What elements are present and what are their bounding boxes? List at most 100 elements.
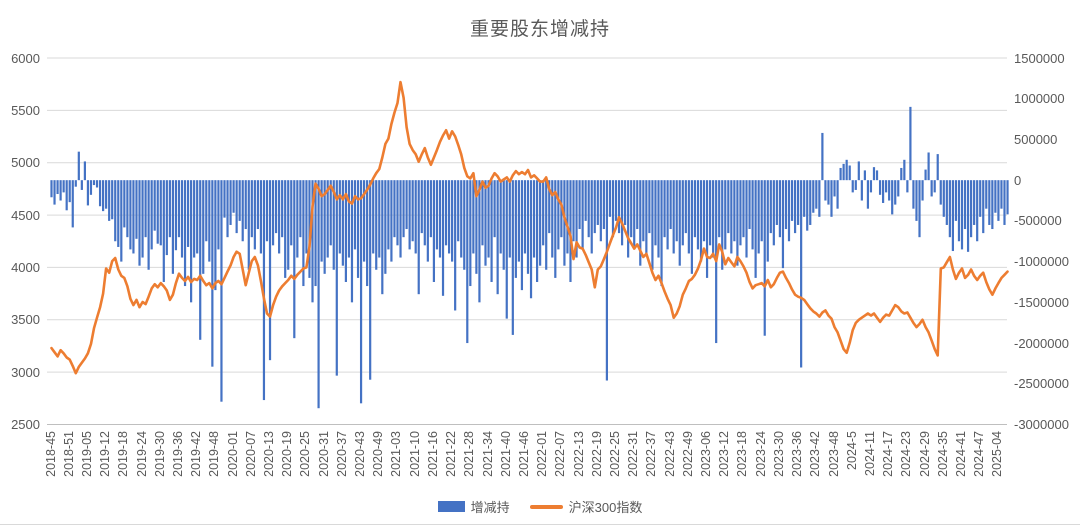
bar[interactable] <box>684 180 687 234</box>
bar[interactable] <box>117 180 120 247</box>
bar[interactable] <box>602 180 605 230</box>
bar[interactable] <box>669 180 672 230</box>
bar[interactable] <box>760 180 763 242</box>
bar[interactable] <box>460 180 463 258</box>
bar[interactable] <box>991 180 994 230</box>
bar[interactable] <box>724 180 727 250</box>
bar[interactable] <box>532 180 536 258</box>
bar[interactable] <box>80 180 83 190</box>
bar[interactable] <box>271 180 275 246</box>
bar[interactable] <box>290 180 293 246</box>
bar[interactable] <box>71 180 74 228</box>
bar[interactable] <box>505 180 508 319</box>
bar[interactable] <box>727 180 730 234</box>
bar[interactable] <box>912 180 915 209</box>
bar[interactable] <box>326 180 329 258</box>
bar[interactable] <box>702 180 706 242</box>
bar[interactable] <box>226 180 229 238</box>
bar[interactable] <box>985 180 988 209</box>
bar[interactable] <box>660 180 663 287</box>
bar[interactable] <box>150 180 153 250</box>
bar[interactable] <box>171 180 174 274</box>
bar[interactable] <box>447 180 451 254</box>
bar[interactable] <box>539 180 542 266</box>
bar[interactable] <box>241 180 244 242</box>
bar[interactable] <box>363 180 366 262</box>
bar[interactable] <box>426 180 429 262</box>
bar[interactable] <box>736 180 739 266</box>
bar[interactable] <box>50 180 53 198</box>
bar[interactable] <box>608 180 612 217</box>
bar[interactable] <box>885 180 888 193</box>
bar[interactable] <box>639 180 642 266</box>
bar[interactable] <box>772 180 775 246</box>
bar[interactable] <box>144 180 147 238</box>
bar[interactable] <box>378 180 381 258</box>
bar[interactable] <box>132 180 135 254</box>
bar[interactable] <box>960 180 964 250</box>
bar[interactable] <box>454 180 457 311</box>
bar[interactable] <box>232 180 235 213</box>
bar[interactable] <box>751 180 754 250</box>
bar[interactable] <box>599 180 602 242</box>
bar[interactable] <box>578 180 581 230</box>
bar[interactable] <box>781 180 785 269</box>
bar[interactable] <box>375 180 378 270</box>
bar[interactable] <box>65 180 68 211</box>
bar[interactable] <box>821 132 824 181</box>
bar[interactable] <box>147 180 150 270</box>
bar[interactable] <box>323 180 326 274</box>
bar[interactable] <box>636 180 639 230</box>
bar[interactable] <box>86 180 90 206</box>
bar[interactable] <box>341 180 344 266</box>
bar[interactable] <box>102 180 105 212</box>
bar[interactable] <box>314 180 317 287</box>
bar[interactable] <box>463 180 466 270</box>
bar[interactable] <box>918 180 921 238</box>
bar[interactable] <box>180 180 184 258</box>
bar[interactable] <box>511 180 514 335</box>
bar[interactable] <box>666 180 669 250</box>
bar[interactable] <box>766 180 769 262</box>
bar[interactable] <box>976 180 979 242</box>
bar[interactable] <box>168 180 171 238</box>
bar[interactable] <box>311 180 314 303</box>
bar[interactable] <box>851 180 854 193</box>
bar[interactable] <box>259 180 263 254</box>
bar[interactable] <box>202 180 205 274</box>
bar[interactable] <box>335 180 338 376</box>
bar[interactable] <box>718 180 721 238</box>
bar[interactable] <box>305 180 308 254</box>
bar[interactable] <box>970 180 973 238</box>
bar[interactable] <box>478 180 481 303</box>
bar[interactable] <box>420 180 423 234</box>
bar[interactable] <box>627 180 630 258</box>
bar[interactable] <box>244 180 247 230</box>
bar[interactable] <box>472 180 475 254</box>
bar[interactable] <box>809 180 812 225</box>
bar[interactable] <box>120 180 123 262</box>
bar[interactable] <box>812 180 815 213</box>
bar[interactable] <box>98 180 102 207</box>
bar[interactable] <box>803 180 806 217</box>
bar[interactable] <box>183 180 187 287</box>
bar[interactable] <box>654 180 657 246</box>
bar[interactable] <box>353 180 357 250</box>
bar[interactable] <box>587 180 590 238</box>
bar[interactable] <box>475 180 478 274</box>
bar[interactable] <box>642 180 645 242</box>
bar[interactable] <box>1003 180 1006 225</box>
bar[interactable] <box>763 180 766 336</box>
bar[interactable] <box>274 180 278 234</box>
bar[interactable] <box>930 180 933 197</box>
bar[interactable] <box>490 180 493 282</box>
bar[interactable] <box>366 180 369 287</box>
bar[interactable] <box>881 180 885 203</box>
bar[interactable] <box>730 180 733 254</box>
bar[interactable] <box>186 180 190 247</box>
bar[interactable] <box>408 180 411 250</box>
bar[interactable] <box>526 180 530 274</box>
bar[interactable] <box>372 180 375 254</box>
bar[interactable] <box>800 180 803 368</box>
bar[interactable] <box>520 180 524 291</box>
